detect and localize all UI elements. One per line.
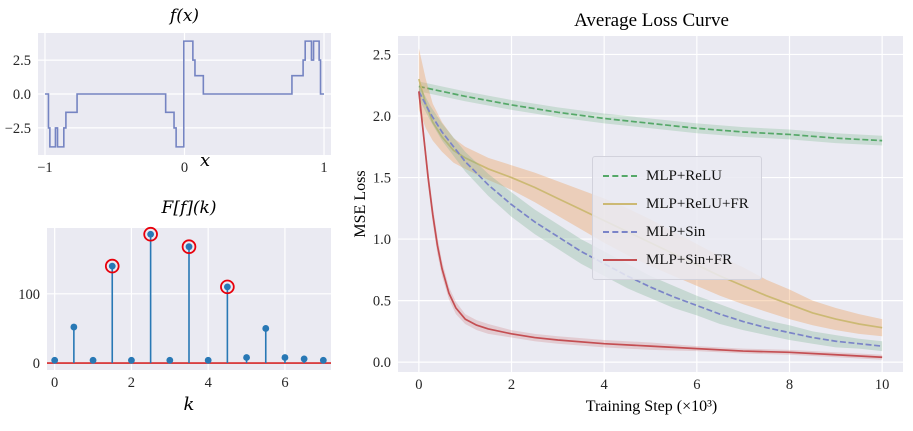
y-tick-label: 1.5 [373,171,391,187]
highlight-ring [220,279,235,295]
legend-item: MLP+ReLU [603,162,749,190]
stem-marker [281,354,289,361]
legend-line-sample [603,231,637,233]
legend-line-sample [603,203,637,205]
x-tick-label: 8 [786,377,793,393]
x-tick-label: 0 [415,377,422,393]
legend-line-sample [603,259,637,261]
stem-marker [128,356,135,364]
x-tick-label: 10 [875,377,890,393]
x-tick-label: 6 [281,375,288,391]
x-tick-label: 2 [128,375,135,391]
y-tick-label: 0 [33,356,40,372]
series-line-MLP+Sin+FR [418,91,883,359]
legend-item: MLP+Sin [603,218,749,246]
y-tick-label: 0.0 [13,87,31,103]
legend-label: MLP+Sin+FR [646,251,733,268]
x-tick-label: −1 [37,160,52,176]
confidence-band [418,84,883,352]
stem-marker [223,283,231,291]
x-tick-label: 0 [51,375,58,391]
stem-marker [70,323,78,331]
x-tick-label: 0 [181,160,188,176]
x-tick-label: 2 [508,377,515,393]
y-tick-label: −2.5 [5,121,31,137]
stem-marker [51,356,59,364]
y-tick-label: 0.0 [373,355,391,371]
y-tick-label: 0.5 [373,294,391,310]
x-tick-label: 6 [693,377,700,393]
stem-marker [108,262,116,270]
stem-marker [300,355,308,363]
legend-line-sample [603,175,637,177]
stem-marker [262,325,270,332]
x-tick-label: 4 [601,377,609,393]
y-tick-label: 2.5 [373,47,391,63]
y-tick-label: 100 [18,287,40,303]
y-tick-label: 2.0 [373,109,391,125]
legend-item: MLP+ReLU+FR [603,190,749,218]
loss-xaxis-label: Training Step (×10³) [585,398,718,415]
stem-marker [89,356,97,364]
y-tick-label: 1.0 [373,232,391,248]
x-tick-label: 1 [320,160,327,176]
fourier-plot: 0 2 4 6 0 100 [18,226,331,391]
stem-marker [147,230,155,238]
loss-title: Average Loss Curve [574,10,729,31]
stem-marker [185,243,193,251]
fx-plot: −1 0 1 −2.5 0.0 2.5 [5,33,331,176]
highlight-ring [104,258,120,274]
fx-xaxis-label: x [200,150,211,171]
x-tick-label: 4 [205,375,213,391]
series-line-MLP+Sin [418,90,883,347]
legend: MLP+ReLU MLP+ReLU+FR MLP+Sin MLP+Sin+FR [592,156,762,280]
stem-marker [204,356,212,364]
legend-label: MLP+ReLU+FR [646,195,749,212]
loss-yaxis-label: MSE Loss [352,170,369,238]
confidence-band [418,81,883,146]
stem-marker [243,354,250,361]
highlight-ring [143,226,158,242]
stem-marker [166,356,174,364]
legend-item: MLP+Sin+FR [603,246,749,274]
legend-label: MLP+Sin [646,223,706,240]
series-line-MLP+ReLU [418,85,883,142]
highlight-ring [181,239,197,255]
legend-label: MLP+ReLU [646,167,722,184]
fourier-xaxis-label: k [183,394,195,415]
y-tick-label: 2.5 [13,53,31,69]
fx-title: f(x) [169,6,200,26]
fourier-title: F[f](k) [161,198,217,218]
function-line [44,40,325,148]
stem-marker [319,356,327,364]
